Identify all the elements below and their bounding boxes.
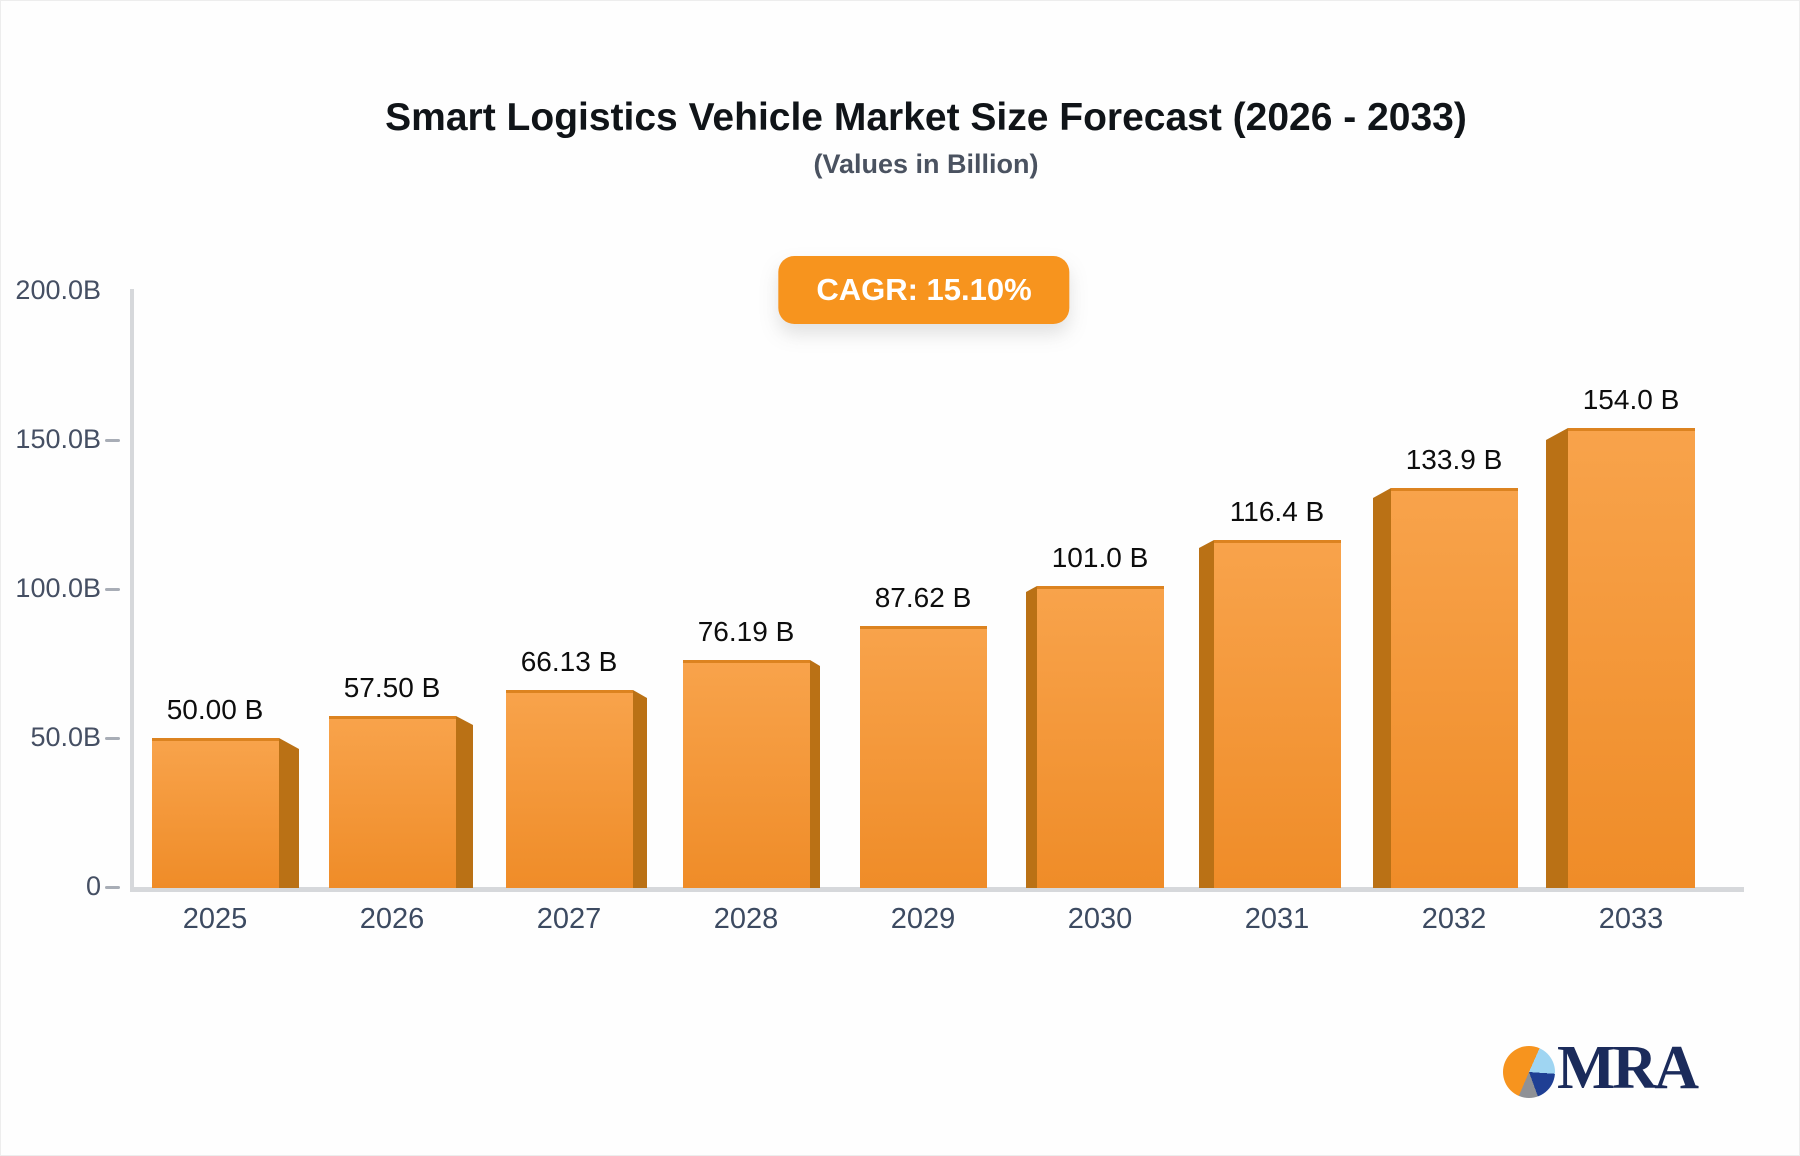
x-axis-category-label: 2028	[713, 903, 779, 935]
x-axis-category-label: 2029	[890, 903, 956, 935]
bar-3d-side	[633, 690, 647, 888]
y-axis-tick-mark	[105, 737, 120, 740]
chart-subtitle: (Values in Billion)	[813, 149, 1039, 179]
bar-3d-side	[1546, 428, 1568, 888]
y-axis-tick-label: 50.0B	[30, 722, 101, 752]
bar-3d-side	[1026, 586, 1037, 888]
logo-text: MRA	[1557, 1034, 1699, 1102]
x-axis-category-label: 2031	[1244, 903, 1310, 935]
bar-value-label: 66.13 B	[520, 646, 618, 677]
y-axis-tick-mark	[105, 588, 120, 591]
y-axis-tick-label: 100.0B	[15, 573, 101, 603]
x-axis-category-label: 2027	[536, 903, 602, 935]
y-axis-line	[130, 289, 134, 892]
y-axis-tick-mark	[105, 439, 120, 442]
y-axis-tick-mark	[105, 886, 120, 889]
x-axis-category-label: 2033	[1598, 903, 1664, 935]
bar-3d-side	[456, 716, 473, 888]
bar-value-label: 57.50 B	[343, 672, 441, 703]
bar-value-label: 133.9 B	[1405, 444, 1503, 475]
mra-logo: MRA	[1503, 1034, 1699, 1102]
bar-2033	[1568, 428, 1695, 888]
bar-2026	[329, 716, 456, 888]
x-axis-category-label: 2032	[1421, 903, 1487, 935]
x-axis-category-label: 2025	[182, 903, 248, 935]
bar-2027	[506, 690, 633, 888]
bar-value-label: 87.62 B	[874, 582, 972, 613]
bar-2032	[1391, 488, 1518, 888]
bar-2028	[683, 660, 810, 888]
bar-2031	[1214, 540, 1341, 888]
y-axis-tick-label: 0	[85, 871, 101, 901]
bar-value-label: 101.0 B	[1051, 542, 1149, 573]
x-axis-line	[130, 887, 1744, 892]
bar-2029	[860, 626, 987, 888]
pie-chart-logo-icon	[1503, 1046, 1555, 1098]
bar-value-label: 76.19 B	[697, 616, 795, 647]
y-axis-tick-label: 150.0B	[15, 424, 101, 454]
bar-2030	[1037, 586, 1164, 888]
bar-3d-side	[810, 660, 820, 888]
x-axis-category-label: 2026	[359, 903, 425, 935]
bar-3d-side	[279, 738, 299, 888]
bar-2025	[152, 738, 279, 888]
cagr-badge: CAGR: 15.10%	[778, 256, 1070, 324]
bar-value-label: 50.00 B	[166, 694, 264, 725]
bar-3d-side	[1199, 540, 1214, 888]
y-axis-tick-label: 200.0B	[15, 275, 101, 305]
chart-title: Smart Logistics Vehicle Market Size Fore…	[385, 96, 1467, 139]
bar-value-label: 116.4 B	[1229, 496, 1325, 527]
bar-value-label: 154.0 B	[1582, 384, 1680, 415]
x-axis-category-label: 2030	[1067, 903, 1133, 935]
bar-3d-side	[1373, 488, 1391, 888]
